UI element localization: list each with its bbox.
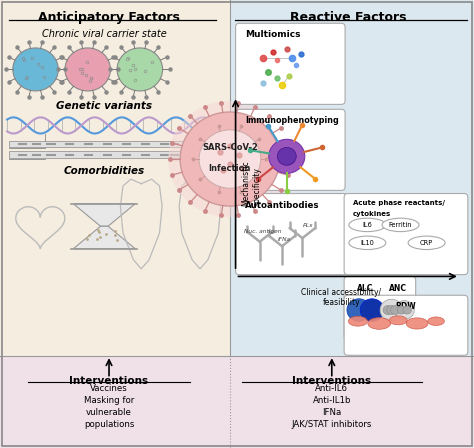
- Circle shape: [347, 299, 371, 321]
- Text: Comorbidities: Comorbidities: [64, 166, 145, 176]
- Text: Autoantibodies: Autoantibodies: [245, 201, 319, 210]
- FancyBboxPatch shape: [236, 194, 347, 275]
- Circle shape: [277, 147, 296, 165]
- Ellipse shape: [428, 317, 445, 325]
- Ellipse shape: [406, 318, 428, 329]
- Text: IL10: IL10: [360, 240, 374, 246]
- Circle shape: [168, 101, 292, 217]
- Ellipse shape: [368, 318, 391, 329]
- Text: Acute phase reactants/: Acute phase reactants/: [353, 200, 445, 206]
- Text: PLs: PLs: [303, 224, 313, 228]
- Text: Multiomics: Multiomics: [245, 30, 301, 39]
- Text: Ferritin: Ferritin: [389, 222, 412, 228]
- Text: IL6: IL6: [363, 222, 372, 228]
- FancyBboxPatch shape: [344, 276, 416, 340]
- Bar: [9, 151, 189, 158]
- Polygon shape: [73, 226, 135, 249]
- Text: Mechanistic
specificity: Mechanistic specificity: [242, 161, 261, 207]
- Text: Interventions: Interventions: [70, 376, 148, 386]
- Circle shape: [380, 299, 403, 321]
- Circle shape: [383, 306, 392, 314]
- Circle shape: [391, 306, 400, 314]
- Text: Genetic variants: Genetic variants: [56, 101, 152, 111]
- Ellipse shape: [382, 218, 419, 232]
- Bar: [9, 141, 189, 147]
- Text: Chronic viral carrier state: Chronic viral carrier state: [42, 29, 167, 39]
- FancyBboxPatch shape: [236, 109, 345, 190]
- Ellipse shape: [389, 316, 407, 325]
- Text: Anticipatory Factors: Anticipatory Factors: [38, 11, 180, 24]
- Text: IFNa: IFNa: [278, 237, 291, 242]
- Ellipse shape: [349, 218, 386, 232]
- Circle shape: [269, 139, 305, 173]
- Circle shape: [394, 301, 414, 319]
- Text: Infection: Infection: [209, 164, 251, 173]
- FancyBboxPatch shape: [236, 23, 345, 104]
- Bar: [230, 0, 474, 356]
- Circle shape: [65, 48, 110, 91]
- Bar: [0, 0, 230, 356]
- Text: SARS-CoV-2: SARS-CoV-2: [202, 143, 258, 152]
- Text: Nuc. antigen: Nuc. antigen: [244, 229, 282, 234]
- FancyBboxPatch shape: [344, 295, 468, 355]
- Circle shape: [403, 306, 411, 314]
- Circle shape: [180, 112, 280, 206]
- Text: CRP: CRP: [420, 240, 433, 246]
- Text: Anti-IL6
Anti-IL1b
IFNa
JAK/STAT inhibitors: Anti-IL6 Anti-IL1b IFNa JAK/STAT inhibit…: [292, 384, 372, 429]
- Text: Clinical accessibility/
feasibility: Clinical accessibility/ feasibility: [301, 288, 382, 307]
- Circle shape: [397, 306, 406, 314]
- Bar: [0, 356, 474, 448]
- Text: Vaccines
Masking for
vulnerable
populations: Vaccines Masking for vulnerable populati…: [84, 384, 134, 429]
- Text: Interventions: Interventions: [292, 376, 371, 386]
- Circle shape: [387, 306, 396, 314]
- Text: ALC: ALC: [357, 284, 373, 293]
- Text: ANC: ANC: [389, 284, 407, 293]
- Ellipse shape: [348, 316, 367, 326]
- Text: Immunophenotyping: Immunophenotyping: [245, 116, 339, 125]
- Circle shape: [360, 299, 384, 321]
- FancyBboxPatch shape: [344, 194, 468, 275]
- Ellipse shape: [349, 236, 386, 250]
- Circle shape: [117, 48, 163, 91]
- Polygon shape: [73, 204, 135, 226]
- Text: RDW: RDW: [396, 302, 416, 311]
- Text: Reactive Factors: Reactive Factors: [290, 11, 407, 24]
- Circle shape: [13, 48, 58, 91]
- Circle shape: [199, 130, 261, 188]
- Text: cytokines: cytokines: [353, 211, 391, 216]
- Ellipse shape: [408, 236, 445, 250]
